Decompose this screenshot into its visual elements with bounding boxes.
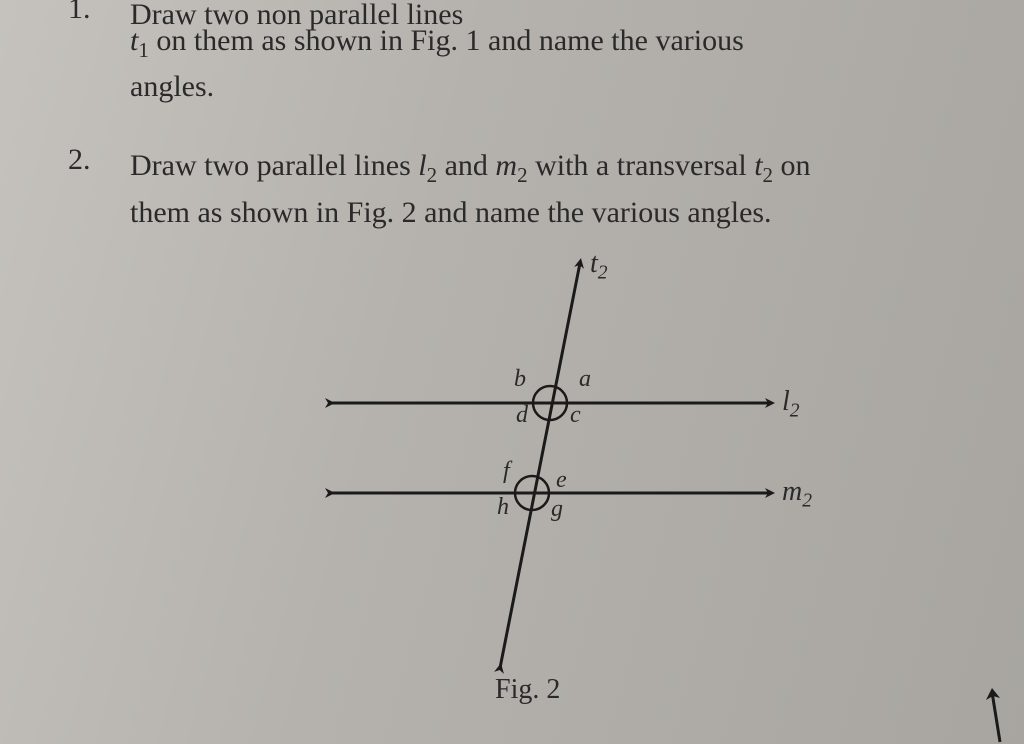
q1-line3: angles.: [130, 64, 214, 111]
q2-l1-d: on: [773, 149, 811, 182]
line-t2: [500, 263, 580, 668]
q2-t-var: t: [754, 149, 762, 182]
figure-caption: Fig. 2: [495, 674, 560, 706]
figure-2: t2 l2 m2 b a c d f e g h Fig. 2: [300, 248, 820, 708]
q2-l1-b: and: [437, 149, 495, 182]
q2-m-sub: 2: [517, 163, 528, 187]
angle-d: d: [516, 402, 528, 429]
t2-sub: 2: [598, 263, 608, 284]
angle-g: g: [551, 496, 563, 523]
q2-t-sub: 2: [763, 163, 774, 187]
l2-sub: 2: [790, 401, 800, 422]
m2-label: m2: [782, 476, 812, 513]
angle-b: b: [514, 366, 526, 393]
angle-e: e: [556, 467, 567, 494]
m2-sub: 2: [802, 491, 812, 512]
q1-t1-sub: 1: [138, 38, 149, 62]
q2-l1-a: Draw two parallel lines: [130, 149, 418, 182]
l2-var: l: [782, 386, 790, 417]
t2-var: t: [590, 248, 598, 279]
m2-var: m: [782, 476, 802, 507]
q2-number: 2.: [68, 143, 91, 177]
angle-a: a: [579, 366, 591, 393]
angle-f: f: [503, 458, 510, 485]
q2-line1: Draw two parallel lines l2 and m2 with a…: [130, 143, 811, 192]
corner-arrow: [976, 684, 1016, 744]
q2-l-sub: 2: [427, 163, 438, 187]
q2-l-var: l: [418, 149, 426, 182]
l2-label: l2: [782, 386, 800, 423]
page: 1. Draw two non parallel lines t1 on the…: [0, 0, 1024, 744]
angle-c: c: [570, 402, 581, 429]
q2-line2: them as shown in Fig. 2 and name the var…: [130, 190, 772, 237]
q1-line2: t1 on them as shown in Fig. 1 and name t…: [130, 18, 744, 67]
t2-label: t2: [590, 248, 608, 285]
q1-number: 1.: [68, 0, 91, 26]
q1-line2-rest: on them as shown in Fig. 1 and name the …: [149, 24, 744, 57]
q2-l1-c: with a transversal: [528, 149, 755, 182]
q2-m-var: m: [495, 149, 517, 182]
angle-h: h: [497, 494, 509, 521]
